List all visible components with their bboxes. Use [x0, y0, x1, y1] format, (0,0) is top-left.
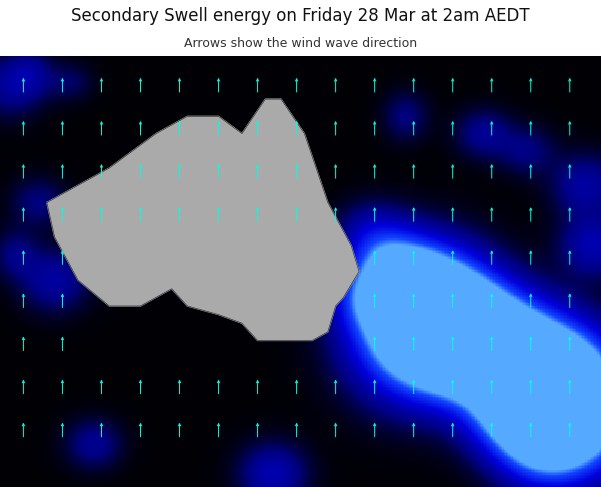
- Text: Arrows show the wind wave direction: Arrows show the wind wave direction: [184, 37, 417, 50]
- Text: Secondary Swell energy on Friday 28 Mar at 2am AEDT: Secondary Swell energy on Friday 28 Mar …: [71, 7, 530, 25]
- Polygon shape: [47, 99, 359, 340]
